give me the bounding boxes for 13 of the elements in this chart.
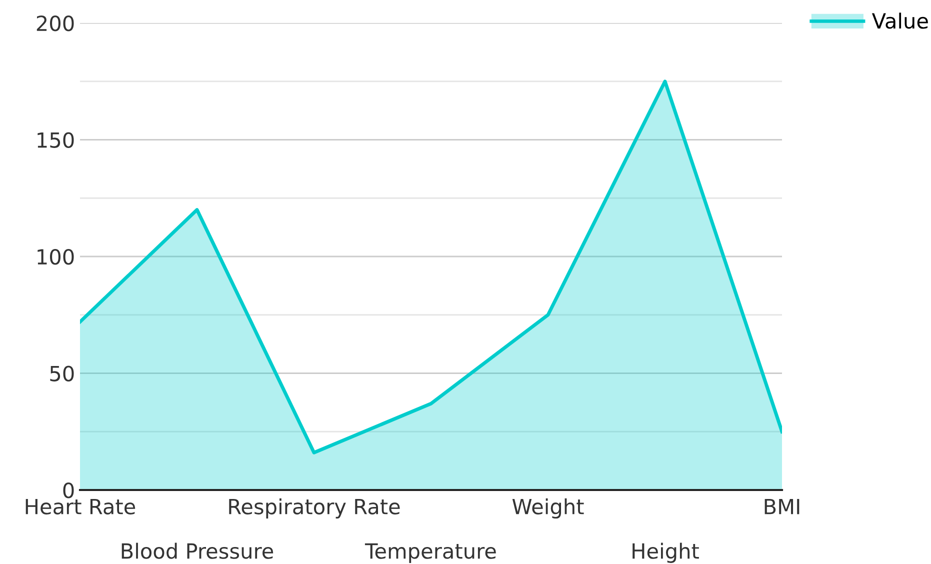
y-tick-label: 0 [63, 482, 74, 498]
y-tick-label: 150 [38, 132, 74, 148]
x-tick-label: Respiratory Rate [229, 498, 400, 518]
legend-label: Value [872, 12, 928, 29]
y-tick-label: 200 [36, 15, 74, 32]
x-tick-label: Temperature [364, 543, 496, 563]
x-tick-label: Weight [512, 498, 584, 518]
y-tick-label: 100 [38, 248, 74, 265]
x-tick-label: Heart Rate [26, 498, 136, 514]
x-tick-label: Height [632, 542, 699, 563]
x-tick-label: Blood Pressure [122, 542, 274, 559]
y-tick-label: 50 [50, 366, 74, 382]
x-tick-label: BMI [764, 498, 800, 514]
